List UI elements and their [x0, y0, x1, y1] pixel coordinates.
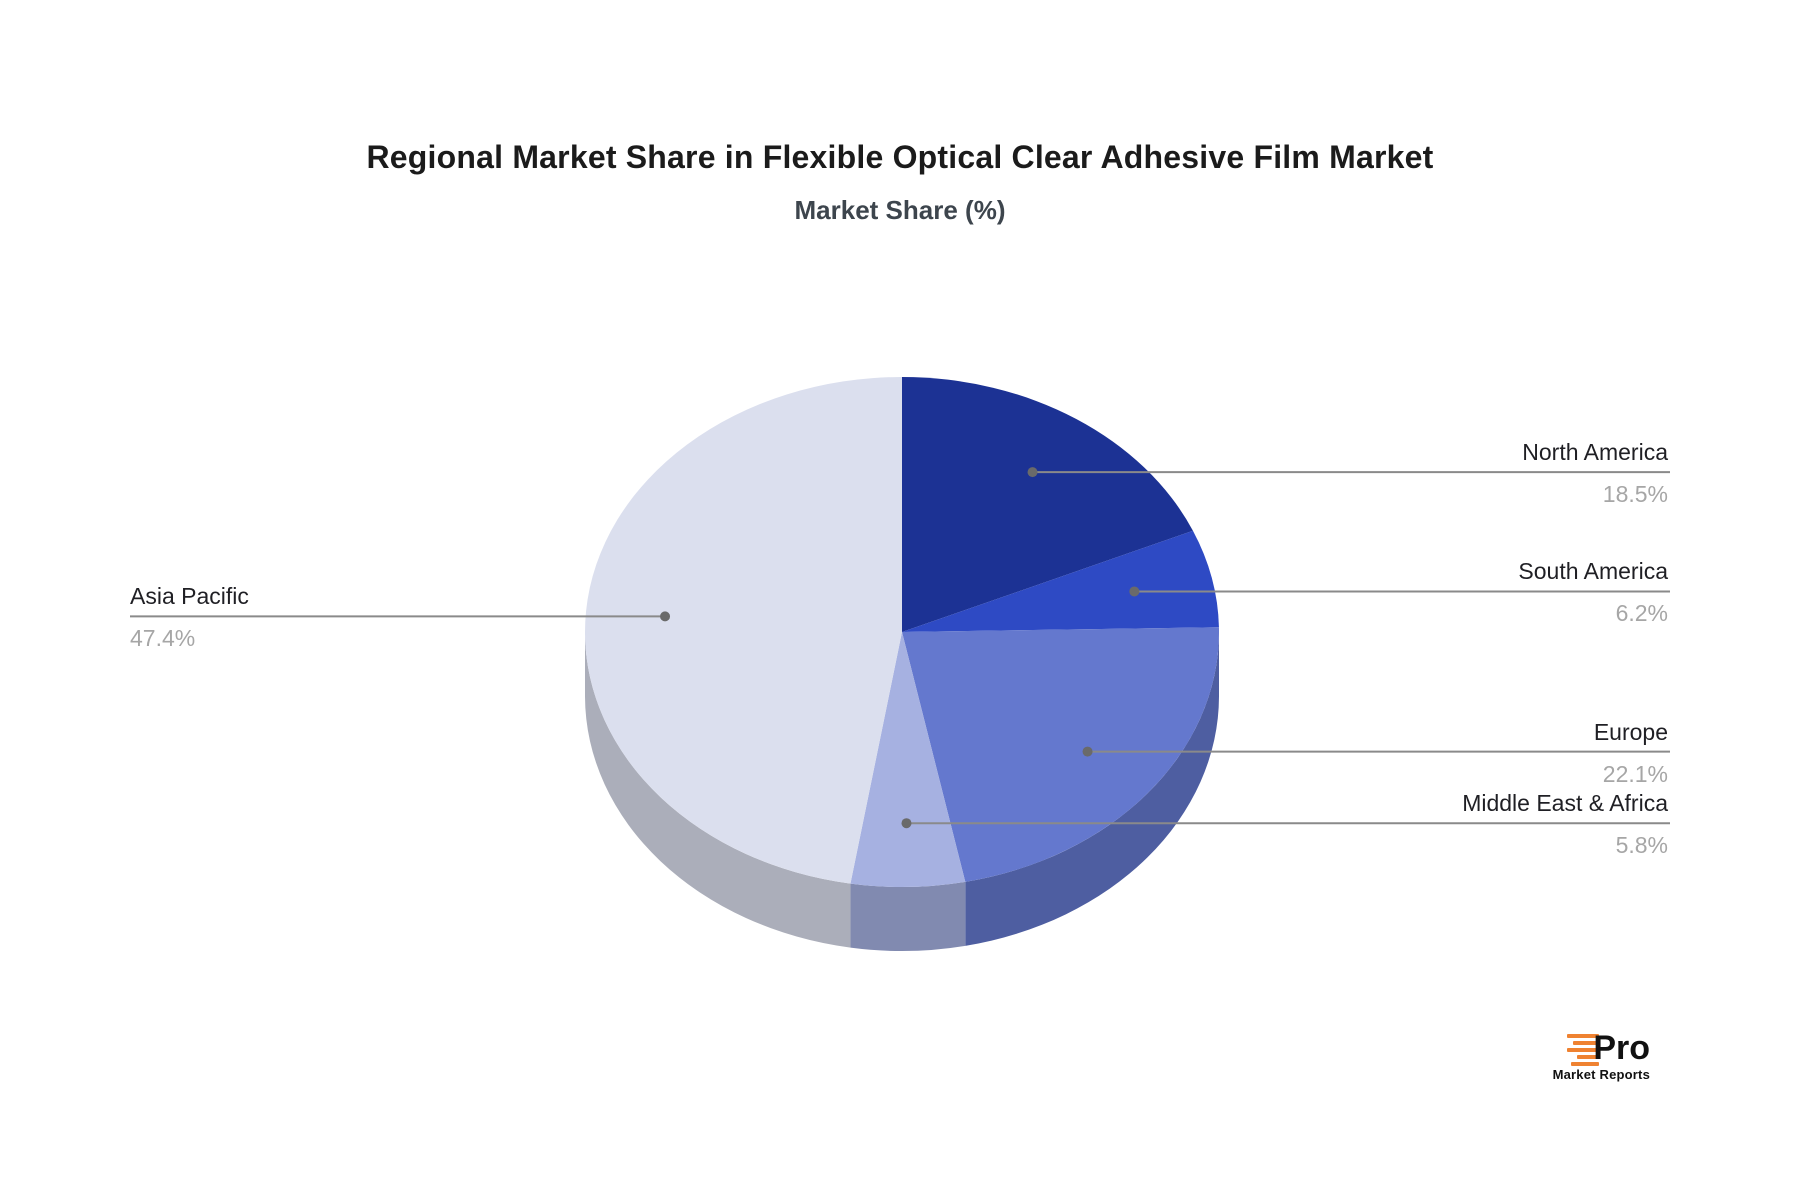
- leader-dot-asia-pacific: [660, 611, 671, 622]
- chart-subtitle: Market Share (%): [794, 195, 1006, 225]
- leader-dot-europe: [1082, 746, 1093, 757]
- pie-slice-north-america[interactable]: [902, 377, 1193, 632]
- leader-dot-middle-east-africa: [901, 818, 912, 829]
- pie-slice-south-america[interactable]: [902, 530, 1219, 632]
- pie-slice-depth-europe: [965, 632, 1219, 946]
- brand-logo: Pro Market Reports: [1553, 1030, 1650, 1082]
- pie-slice-depth-asia-pacific: [585, 632, 851, 948]
- logo-subtext: Market Reports: [1552, 1067, 1650, 1082]
- chart-title: Regional Market Share in Flexible Optica…: [366, 139, 1434, 175]
- pie-slice-asia-pacific[interactable]: [584, 377, 902, 884]
- logo-bars-icon: [1567, 1034, 1600, 1066]
- leader-dot-north-america: [1027, 467, 1038, 478]
- logo-text: Pro: [1593, 1029, 1650, 1067]
- pie-slice-depth-middle-east-africa: [850, 881, 966, 951]
- pie-slice-europe[interactable]: [902, 627, 1219, 882]
- leader-dot-south-america: [1129, 586, 1140, 597]
